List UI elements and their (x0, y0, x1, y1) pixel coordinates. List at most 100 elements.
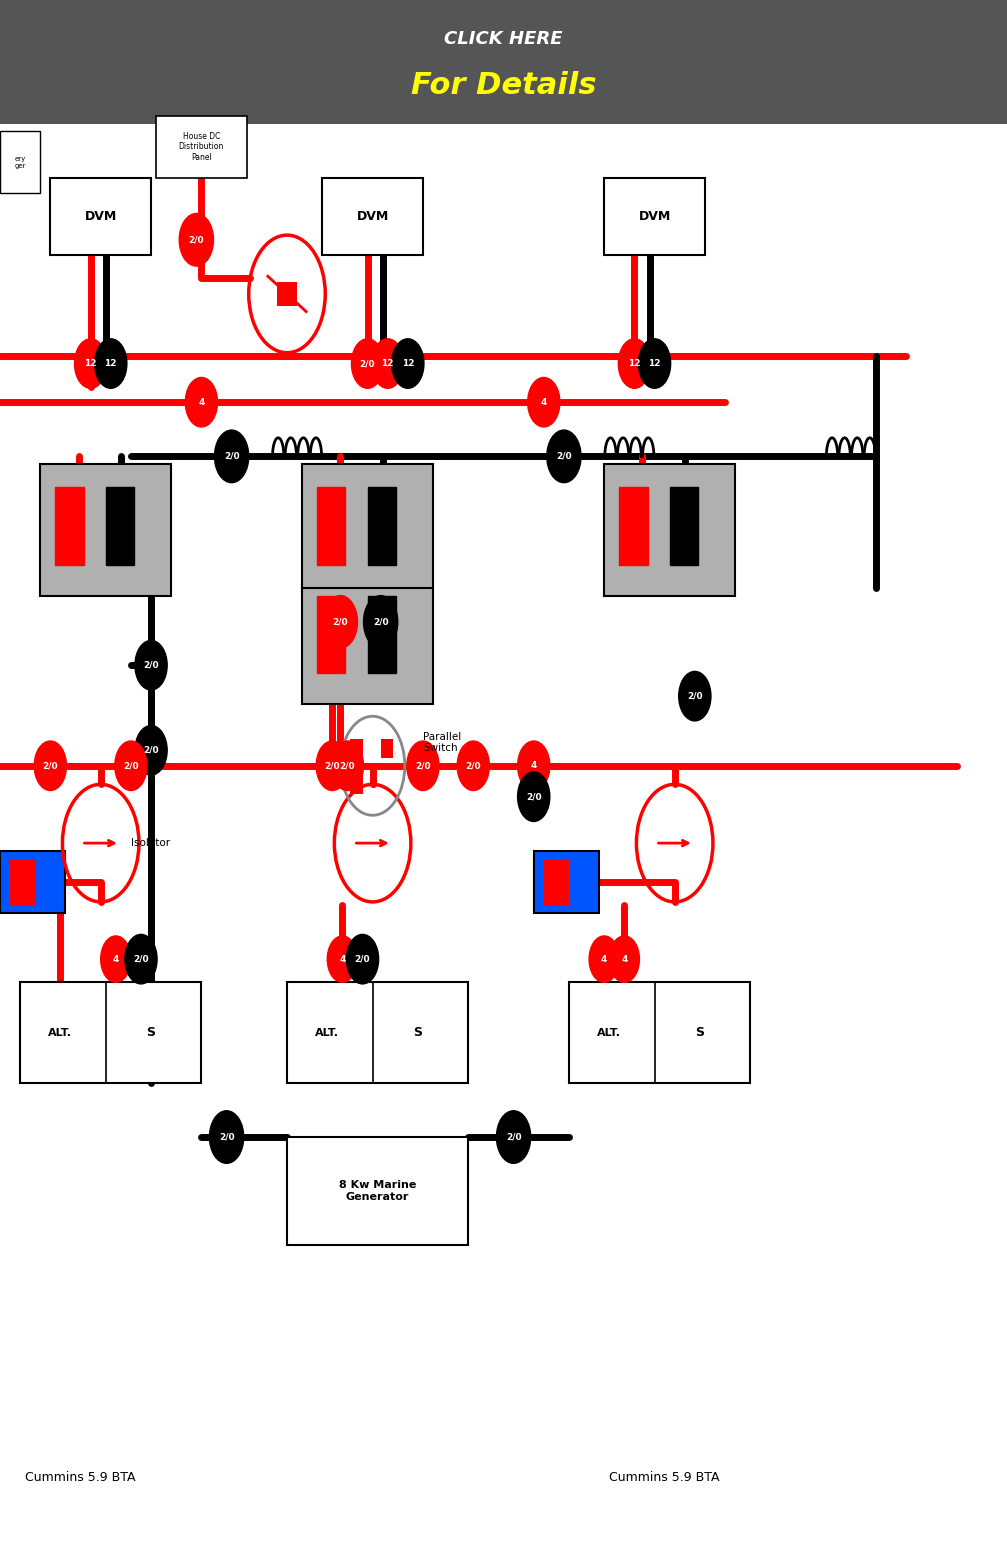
Bar (0, 131, 40, 193)
Bar (287, 982, 468, 1083)
Text: CLICK HERE: CLICK HERE (444, 29, 563, 48)
Circle shape (185, 377, 218, 427)
Bar (544, 859, 569, 905)
Bar (569, 982, 750, 1083)
Text: Cummins 5.9 BTA: Cummins 5.9 BTA (25, 1471, 136, 1484)
Circle shape (609, 936, 639, 982)
Circle shape (679, 671, 711, 721)
Text: 2/0: 2/0 (332, 617, 348, 627)
FancyBboxPatch shape (670, 487, 698, 565)
Circle shape (101, 936, 131, 982)
Text: S: S (696, 1026, 704, 1040)
Circle shape (638, 339, 671, 388)
Circle shape (323, 596, 357, 648)
Text: Cummins 5.9 BTA: Cummins 5.9 BTA (609, 1471, 720, 1484)
FancyBboxPatch shape (40, 464, 171, 596)
Text: 2/0: 2/0 (354, 954, 371, 964)
Text: S: S (147, 1026, 155, 1040)
FancyBboxPatch shape (604, 464, 735, 596)
Text: 4: 4 (531, 761, 537, 770)
Text: 2/0: 2/0 (133, 954, 149, 964)
Circle shape (34, 741, 66, 791)
Circle shape (589, 936, 619, 982)
Circle shape (327, 936, 357, 982)
Circle shape (135, 640, 167, 690)
Circle shape (364, 596, 398, 648)
Text: Parallel
Switch: Parallel Switch (423, 732, 461, 753)
FancyBboxPatch shape (302, 588, 433, 704)
Text: ALT.: ALT. (597, 1027, 621, 1038)
Text: 2/0: 2/0 (465, 761, 481, 770)
Bar (534, 851, 599, 913)
Circle shape (346, 934, 379, 984)
FancyBboxPatch shape (317, 487, 345, 565)
Bar (277, 282, 297, 306)
Text: 12: 12 (628, 359, 640, 368)
Circle shape (372, 339, 404, 388)
Bar (156, 116, 247, 178)
FancyBboxPatch shape (106, 487, 134, 565)
Text: 2/0: 2/0 (188, 235, 204, 244)
Bar (0, 851, 65, 913)
Circle shape (95, 339, 127, 388)
Text: 4: 4 (198, 398, 204, 407)
Bar (381, 739, 393, 758)
Text: 2/0: 2/0 (373, 617, 389, 627)
Bar (0, 0, 1007, 124)
Text: 4: 4 (541, 398, 547, 407)
Circle shape (331, 741, 364, 791)
Text: 4: 4 (339, 954, 345, 964)
Text: ALT.: ALT. (315, 1027, 339, 1038)
Bar (350, 739, 363, 758)
Text: 2/0: 2/0 (224, 452, 240, 461)
Text: 12: 12 (105, 359, 117, 368)
Text: DVM: DVM (638, 210, 671, 223)
Bar (350, 775, 363, 794)
Circle shape (518, 741, 550, 791)
Circle shape (179, 213, 213, 266)
Text: 4: 4 (621, 954, 627, 964)
Circle shape (392, 339, 424, 388)
Text: ery
ger: ery ger (14, 156, 26, 169)
Text: ALT.: ALT. (48, 1027, 73, 1038)
Text: 12: 12 (85, 359, 97, 368)
Circle shape (135, 726, 167, 775)
Text: DVM: DVM (85, 210, 117, 223)
Circle shape (75, 339, 107, 388)
Text: 2/0: 2/0 (415, 761, 431, 770)
Text: S: S (414, 1026, 422, 1040)
Text: 2/0: 2/0 (339, 761, 355, 770)
FancyBboxPatch shape (619, 487, 648, 565)
FancyBboxPatch shape (317, 596, 345, 673)
Circle shape (407, 741, 439, 791)
Circle shape (618, 339, 651, 388)
Text: For Details: For Details (411, 71, 596, 99)
Text: 12: 12 (382, 359, 394, 368)
Circle shape (547, 430, 581, 483)
Text: 2/0: 2/0 (123, 761, 139, 770)
Text: 4: 4 (113, 954, 119, 964)
Text: 2/0: 2/0 (143, 746, 159, 755)
Text: 2/0: 2/0 (42, 761, 58, 770)
Circle shape (209, 1111, 244, 1163)
Bar (287, 1137, 468, 1245)
Circle shape (457, 741, 489, 791)
Text: 2/0: 2/0 (219, 1132, 235, 1142)
Bar (604, 178, 705, 255)
Text: 2/0: 2/0 (687, 692, 703, 701)
FancyBboxPatch shape (302, 464, 433, 596)
Bar (20, 982, 201, 1083)
Text: 2/0: 2/0 (506, 1132, 522, 1142)
Text: 8 Kw Marine
Generator: 8 Kw Marine Generator (339, 1180, 416, 1202)
Circle shape (351, 339, 384, 388)
Circle shape (125, 934, 157, 984)
Text: 2/0: 2/0 (359, 359, 376, 368)
Bar (322, 178, 423, 255)
FancyBboxPatch shape (368, 596, 396, 673)
Circle shape (528, 377, 560, 427)
Text: 2/0: 2/0 (526, 792, 542, 801)
Text: 2/0: 2/0 (324, 761, 340, 770)
Text: 12: 12 (649, 359, 661, 368)
Text: DVM: DVM (356, 210, 389, 223)
FancyBboxPatch shape (368, 487, 396, 565)
